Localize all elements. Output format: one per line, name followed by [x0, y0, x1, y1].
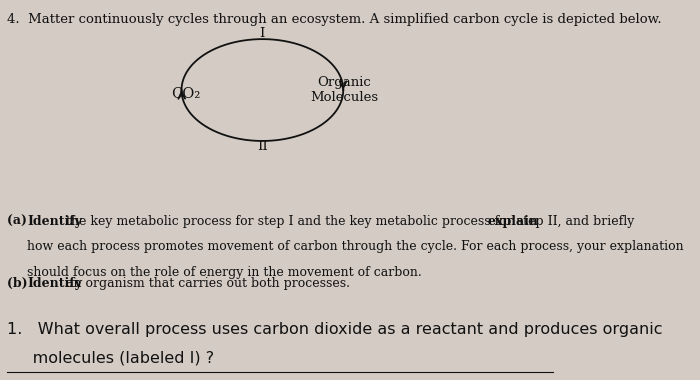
Text: how each process promotes movement of carbon through the cycle. For each process: how each process promotes movement of ca… — [7, 240, 684, 253]
Text: molecules (labeled I) ?: molecules (labeled I) ? — [7, 350, 214, 365]
Text: Organic
Molecules: Organic Molecules — [310, 76, 379, 104]
Text: Identify: Identify — [27, 277, 83, 290]
Text: an organism that carries out both processes.: an organism that carries out both proces… — [62, 277, 349, 290]
Text: I: I — [260, 27, 265, 40]
Text: 4.  Matter continuously cycles through an ecosystem. A simplified carbon cycle i: 4. Matter continuously cycles through an… — [7, 13, 662, 26]
Text: (b): (b) — [7, 277, 32, 290]
Text: 1.   What overall process uses carbon dioxide as a reactant and produces organic: 1. What overall process uses carbon diox… — [7, 322, 662, 337]
Text: explain: explain — [488, 215, 539, 228]
Text: CO₂: CO₂ — [171, 87, 200, 101]
Text: the key metabolic process for step I and the key metabolic process for step II, : the key metabolic process for step I and… — [62, 215, 638, 228]
Text: Identify: Identify — [27, 215, 83, 228]
Text: II: II — [257, 140, 268, 153]
Text: should focus on the role of energy in the movement of carbon.: should focus on the role of energy in th… — [7, 266, 421, 279]
Text: (a): (a) — [7, 215, 31, 228]
